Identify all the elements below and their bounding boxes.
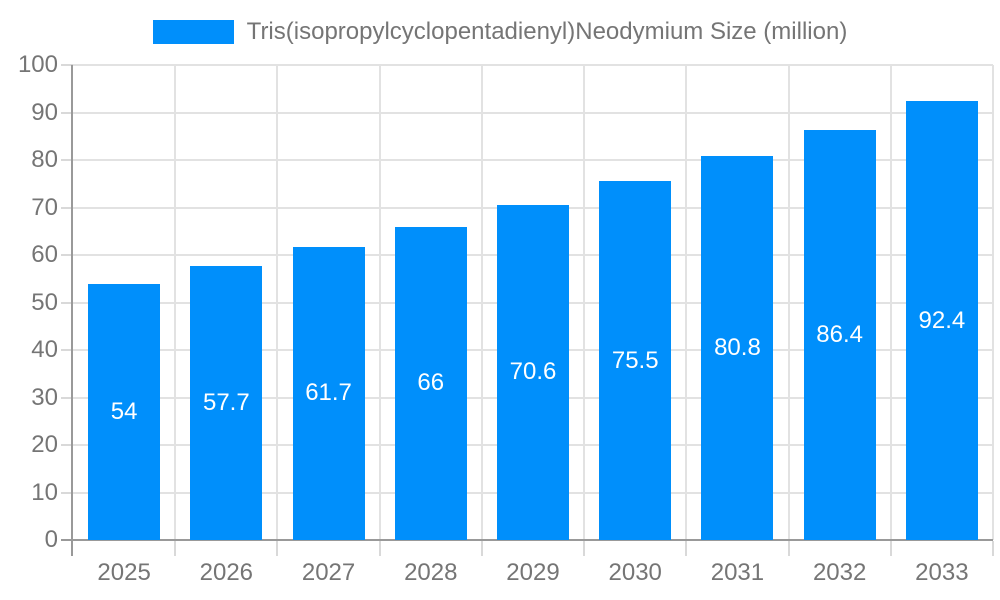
x-axis-tick [276,541,279,556]
bar-2025-text: 54 [110,397,138,425]
bar-2027-text: 61.7 [305,379,352,407]
x-axis-tick [480,541,483,556]
gridline-vertical [787,65,790,540]
bar-2028[interactable]: 66 [394,226,467,540]
y-axis-label: 0 [44,526,58,553]
x-axis-tick [174,541,177,556]
y-axis-label: 20 [31,431,58,458]
bar-2029[interactable]: 70.6 [497,204,569,540]
y-axis-tick [61,111,73,114]
gridline-horizontal [73,159,993,161]
bar-2032-text: 86.4 [816,320,864,348]
x-axis-line [61,539,993,541]
y-axis-label: 80 [31,146,58,173]
legend-label: Tris(isopropylcyclopentadienyl)Neodymium… [246,18,848,45]
y-axis-label: 60 [31,241,58,268]
x-axis-tick [787,541,790,556]
y-axis-label: 90 [31,98,58,126]
x-axis-tick [378,541,381,556]
y-axis-tick [61,301,73,304]
bar-2029-text: 70.6 [509,358,557,386]
x-axis-label: 2031 [710,559,765,586]
gridline-vertical [992,65,994,540]
gridline-vertical [378,65,381,540]
x-axis-label: 2033 [915,559,969,586]
x-axis-label: 2029 [506,559,560,586]
y-axis-tick [61,64,73,66]
bar-2031[interactable]: 80.8 [701,156,774,540]
y-axis-tick [61,159,73,161]
y-axis-tick [61,491,73,494]
x-axis-label: 2028 [404,559,458,586]
x-axis-label: 2030 [608,559,662,586]
y-axis-tick [61,254,73,256]
y-axis-line [71,65,73,556]
bar-2025[interactable]: 54 [88,283,161,540]
y-axis-label: 10 [31,478,58,506]
y-axis-tick [61,206,73,209]
y-axis-label: 100 [17,51,58,78]
x-axis-label: 2032 [812,559,867,586]
gridline-horizontal [73,111,993,114]
bar-2030[interactable]: 75.5 [599,181,672,540]
x-axis-tick [889,541,892,556]
bar-2033-text: 92.4 [918,306,966,334]
bar-2032[interactable]: 86.4 [803,129,876,540]
y-axis-tick [61,349,73,351]
bar-2027[interactable]: 61.7 [292,246,365,540]
y-axis-tick [61,444,73,446]
gridline-vertical [583,65,586,540]
x-axis-tick [992,541,994,556]
bar-2031-text: 80.8 [714,334,761,362]
legend-item[interactable]: Tris(isopropylcyclopentadienyl)Neodymium… [0,18,1000,46]
x-axis-label: 2025 [97,559,151,586]
x-axis-tick [583,541,586,556]
gridline-horizontal [73,64,993,66]
y-axis-label: 70 [31,193,58,221]
gridline-vertical [276,65,279,540]
y-axis-label: 50 [31,288,58,316]
bar-2026[interactable]: 57.7 [190,265,263,540]
bar-2030-text: 75.5 [611,346,659,374]
legend-swatch [152,20,234,44]
gridline-vertical [174,65,177,540]
bar-2026-text: 57.7 [202,388,250,416]
x-axis-label: 2027 [301,559,356,586]
bar-2033[interactable]: 92.4 [905,101,978,540]
bar-2028-text: 66 [417,369,445,397]
x-axis-label: 2026 [199,559,254,586]
gridline-vertical [480,65,483,540]
x-axis-tick [685,541,688,556]
y-axis-tick [61,396,73,399]
y-axis-label: 40 [31,336,58,363]
y-axis-label: 30 [31,383,58,411]
gridline-vertical [889,65,892,540]
gridline-vertical [685,65,688,540]
